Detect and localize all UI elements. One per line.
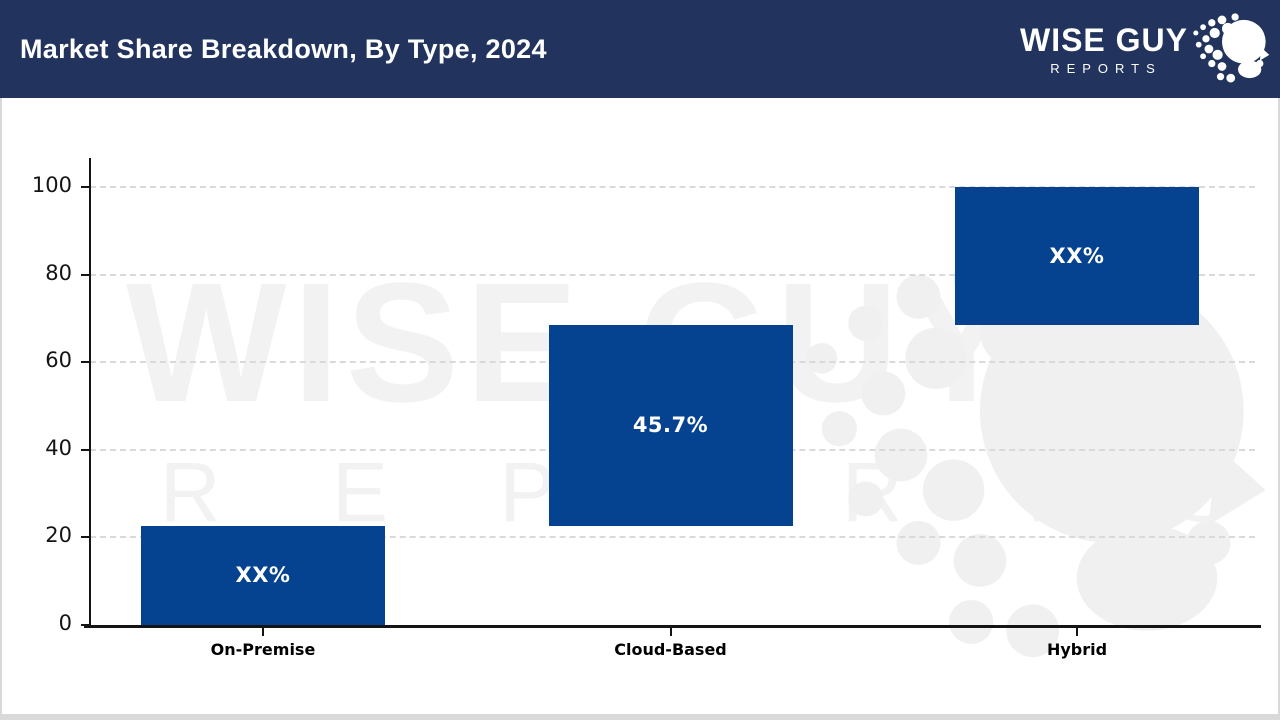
y-tick-label: 20 bbox=[45, 523, 72, 548]
gridline-20 bbox=[90, 536, 1255, 539]
page-border-right bbox=[1278, 98, 1280, 720]
logo-subtext: REPORTS bbox=[1050, 61, 1162, 76]
y-tick-label: 60 bbox=[45, 348, 72, 373]
page-border-left bbox=[0, 98, 2, 720]
logo-text: WISE GUY REPORTS bbox=[1020, 22, 1188, 76]
bar-on-premise: XX% bbox=[141, 525, 385, 625]
bar-hybrid: XX% bbox=[955, 187, 1199, 326]
bar-value-label: XX% bbox=[235, 563, 291, 588]
x-tick-mark bbox=[262, 628, 264, 636]
y-tick-mark bbox=[81, 361, 89, 364]
gridline-80 bbox=[90, 273, 1255, 276]
x-tick-mark bbox=[669, 628, 672, 636]
header-bar: Market Share Breakdown, By Type, 2024 WI… bbox=[0, 0, 1280, 98]
wiseguy-logo: WISE GUY REPORTS bbox=[1020, 4, 1270, 94]
page-border-bottom bbox=[0, 714, 1280, 720]
y-tick-label: 0 bbox=[58, 611, 72, 635]
y-tick-mark bbox=[81, 186, 89, 188]
y-tick-mark bbox=[81, 448, 89, 451]
category-label-cloud-based: Cloud-Based bbox=[614, 640, 727, 659]
y-tick-label: 80 bbox=[45, 260, 72, 285]
category-label-hybrid: Hybrid bbox=[1046, 640, 1108, 659]
y-tick-label: 40 bbox=[45, 435, 72, 460]
wiseguy-face-icon bbox=[1174, 5, 1270, 93]
bar-cloud-based: 45.7% bbox=[548, 325, 793, 526]
x-axis-line bbox=[84, 625, 1261, 628]
chart-title: Market Share Breakdown, By Type, 2024 bbox=[20, 34, 547, 64]
bar-value-label: 45.7% bbox=[632, 413, 709, 438]
logo-wordmark: WISE GUY bbox=[1019, 22, 1188, 58]
y-tick-mark bbox=[81, 273, 89, 276]
gridline-100 bbox=[90, 186, 1255, 188]
y-tick-mark bbox=[81, 536, 89, 539]
y-axis-line bbox=[89, 158, 91, 628]
y-tick-label: 100 bbox=[31, 173, 72, 197]
x-tick-mark bbox=[1076, 628, 1078, 636]
category-label-on-premise: On-Premise bbox=[210, 640, 316, 659]
bar-value-label: XX% bbox=[1049, 244, 1105, 269]
